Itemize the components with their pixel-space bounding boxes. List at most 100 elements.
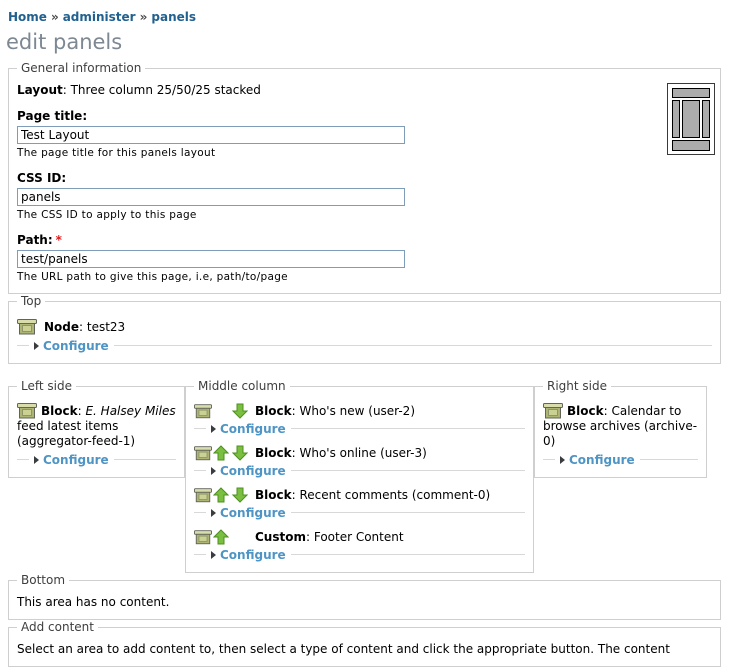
fieldset-rule	[290, 512, 525, 513]
fieldset-rule	[543, 459, 555, 460]
colon-separator: :	[79, 319, 87, 334]
move-down-icon[interactable]	[232, 445, 248, 461]
configure-link[interactable]: Configure	[206, 506, 291, 520]
breadcrumb-separator: »	[50, 10, 59, 24]
move-up-icon[interactable]	[213, 528, 229, 545]
item-head: Block: Who's new (user-2)	[194, 402, 525, 419]
content-item: Block: Who's online (user-3) Configure	[194, 444, 525, 478]
configure-row: Configure	[17, 338, 712, 353]
configure-row: Configure	[194, 505, 525, 520]
item-label: Custom: Footer Content	[255, 530, 404, 544]
configure-label: Configure	[43, 452, 109, 467]
content-item: Block: Calendar to browse archives (arch…	[543, 402, 698, 449]
thumb-left-col	[672, 100, 680, 138]
move-up-icon[interactable]	[213, 486, 229, 503]
collapsed-arrow-icon	[211, 508, 216, 517]
configure-row: Configure	[194, 547, 525, 562]
general-information-fieldset: General information Layout: Three column…	[8, 61, 721, 294]
fieldset-rule	[290, 428, 525, 429]
delete-icon[interactable]	[194, 445, 212, 461]
colon-separator: :	[305, 529, 314, 544]
delete-icon[interactable]	[194, 403, 212, 419]
configure-row: Configure	[17, 452, 176, 467]
item-label: Block: Recent comments (comment-0)	[255, 488, 490, 502]
breadcrumb-link-panels[interactable]: panels	[151, 10, 196, 24]
configure-label: Configure	[220, 547, 286, 562]
left-side-fieldset: Left side Block: E. Halsey Miles feed la…	[8, 379, 185, 478]
item-head: Custom: Footer Content	[194, 528, 525, 545]
item-type: Block	[41, 404, 78, 418]
item-title: Calendar to browse archives (archive-0)	[543, 404, 698, 448]
fieldset-rule	[113, 345, 712, 346]
add-content-instructions: Select an area to add content to, then s…	[17, 642, 670, 656]
collapsed-arrow-icon	[211, 424, 216, 433]
configure-link[interactable]: Configure	[206, 548, 291, 562]
page-title-input[interactable]	[17, 126, 405, 144]
configure-link[interactable]: Configure	[206, 422, 291, 436]
item-type: Block	[255, 487, 292, 502]
middle-column-fieldset: Middle column Block: Who's new (user-2) …	[185, 379, 534, 573]
top-area-legend: Top	[21, 294, 42, 308]
item-title: Who's online (user-3)	[299, 445, 427, 460]
fieldset-rule	[290, 470, 525, 471]
configure-link[interactable]: Configure	[29, 339, 114, 353]
css-id-input[interactable]	[17, 188, 405, 206]
path-label-text: Path:	[17, 233, 53, 247]
add-content-legend: Add content	[21, 620, 94, 634]
content-item: Custom: Footer Content Configure	[194, 528, 525, 562]
path-label: Path: *	[17, 233, 712, 247]
breadcrumb-link-administer[interactable]: administer	[62, 10, 136, 24]
breadcrumb-link-home[interactable]: Home	[8, 10, 47, 24]
delete-icon[interactable]	[17, 318, 37, 335]
empty-slot	[213, 402, 232, 419]
collapsed-arrow-icon	[560, 455, 565, 464]
path-description: The URL path to give this page, i.e, pat…	[17, 271, 288, 283]
required-marker: *	[55, 233, 62, 247]
configure-label: Configure	[43, 338, 109, 353]
configure-label: Configure	[220, 505, 286, 520]
configure-row: Configure	[194, 421, 525, 436]
delete-icon[interactable]	[194, 529, 212, 545]
content-item: Block: Who's new (user-2) Configure	[194, 402, 525, 436]
delete-icon[interactable]	[194, 487, 212, 503]
general-information-legend: General information	[21, 61, 142, 75]
move-down-icon[interactable]	[232, 403, 248, 419]
delete-icon[interactable]	[17, 402, 37, 419]
configure-link[interactable]: Configure	[29, 453, 114, 467]
right-side-legend: Right side	[547, 379, 607, 393]
configure-link[interactable]: Configure	[206, 464, 291, 478]
panel-columns: Left side Block: E. Halsey Miles feed la…	[8, 379, 722, 573]
item-type: Node	[44, 319, 80, 334]
colon-separator: :	[291, 487, 300, 502]
item-head: Block: Who's online (user-3)	[194, 444, 525, 461]
page-title: edit panels	[6, 30, 123, 54]
content-item: Node: test23	[17, 318, 712, 335]
add-content-fieldset: Add content Select an area to add conten…	[8, 620, 721, 667]
layout-thumbnail-icon	[667, 83, 715, 155]
thumb-bottom-bar	[672, 140, 710, 151]
configure-row: Configure	[543, 452, 698, 467]
fieldset-rule	[113, 459, 176, 460]
fieldset-rule	[17, 345, 29, 346]
breadcrumb-separator: »	[139, 10, 148, 24]
left-side-legend: Left side	[21, 379, 72, 393]
configure-link[interactable]: Configure	[555, 453, 640, 467]
fieldset-rule	[639, 459, 698, 460]
colon-separator: :	[77, 404, 86, 418]
breadcrumb: Home» administer» panels	[8, 10, 722, 24]
item-type: Block	[255, 445, 292, 460]
bottom-area-legend: Bottom	[21, 573, 66, 587]
thumb-center-col	[682, 100, 700, 138]
item-label: Block: Who's online (user-3)	[255, 446, 427, 460]
configure-label: Configure	[569, 452, 635, 467]
move-up-icon[interactable]	[213, 444, 229, 461]
fieldset-rule	[194, 554, 206, 555]
css-id-field: CSS ID: The CSS ID to apply to this page	[17, 171, 712, 221]
move-down-icon[interactable]	[232, 487, 248, 503]
thumb-right-col	[702, 100, 710, 138]
delete-icon[interactable]	[543, 402, 563, 419]
item-title: feed latest items (aggregator-feed-1)	[17, 419, 136, 448]
item-title: Who's new (user-2)	[299, 403, 415, 418]
path-input[interactable]	[17, 250, 405, 268]
right-side-fieldset: Right side Block: Calendar to browse arc…	[534, 379, 707, 478]
